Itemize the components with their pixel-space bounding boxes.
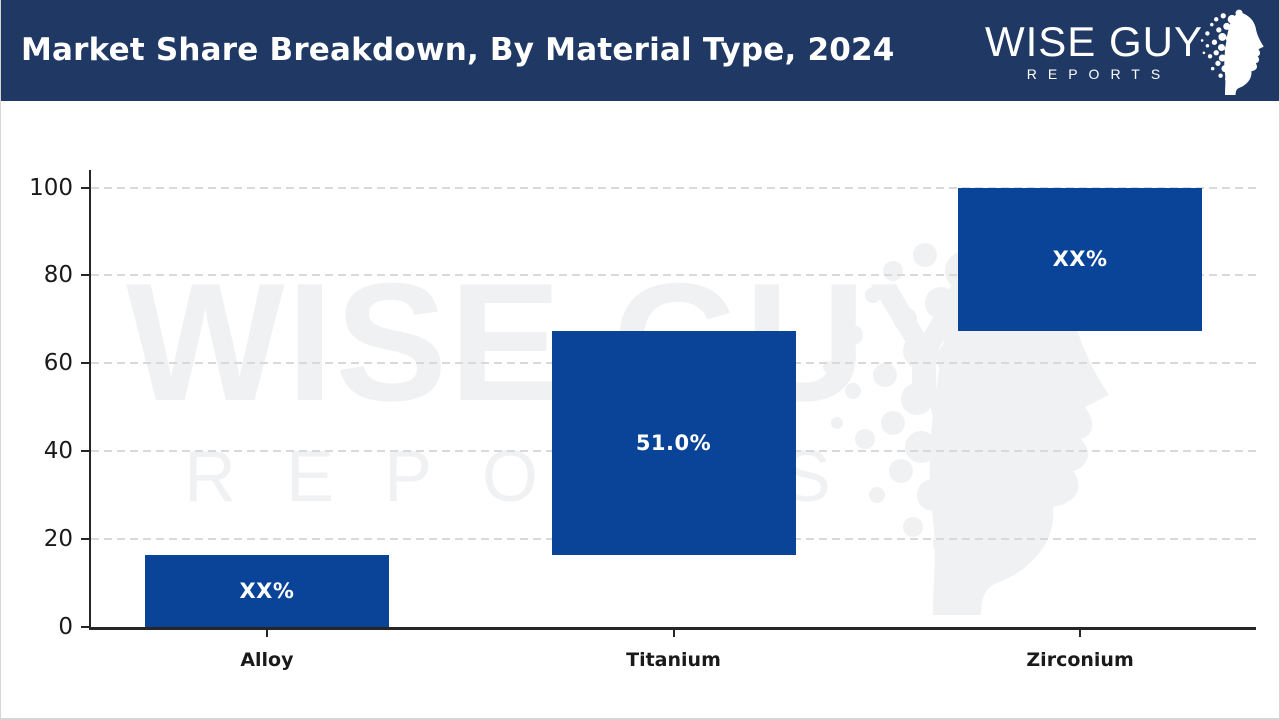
dot-face-icon — [1181, 7, 1269, 95]
x-axis-tick — [1079, 630, 1082, 637]
bar-titanium: 51.0% — [551, 330, 796, 555]
logo-subtext: REPORTS — [1026, 66, 1172, 83]
bar-alloy: XX% — [144, 554, 389, 627]
y-axis-tick — [81, 186, 90, 189]
header: Market Share Breakdown, By Material Type… — [1, 0, 1279, 101]
y-axis-tick — [81, 626, 90, 628]
x-axis-tick — [672, 630, 675, 637]
bar-value-label: XX% — [1052, 247, 1108, 272]
y-axis-tick-label: 0 — [58, 614, 73, 640]
bar-zirconium: XX% — [958, 187, 1203, 331]
chart-title: Market Share Breakdown, By Material Type… — [21, 32, 895, 68]
y-axis-tick — [81, 274, 90, 277]
y-axis-tick-label: 80 — [43, 262, 73, 289]
y-axis-tick-label: 60 — [43, 350, 73, 377]
x-axis-category-label: Alloy — [240, 649, 294, 671]
wise-guy-reports-logo: WISE GUY REPORTS — [985, 6, 1269, 96]
y-axis-tick-label: 20 — [43, 526, 73, 553]
y-axis-tick — [81, 450, 90, 453]
y-axis-tick — [81, 362, 90, 365]
x-axis-category-label: Zirconium — [1026, 649, 1134, 671]
logo-wordmark: WISE GUY — [984, 17, 1203, 65]
bar-value-label: 51.0% — [635, 430, 712, 455]
gridline — [91, 186, 1256, 189]
y-axis-tick-label: 100 — [29, 174, 73, 201]
x-axis-tick — [265, 630, 268, 637]
gridline — [91, 274, 1256, 277]
x-axis-category-label: Titanium — [626, 649, 721, 671]
plot-area: 0 20 40 60 80 100 XX% Alloy 51.0% Titanium XX% Zirc… — [29, 170, 1256, 671]
logo-text: WISE GUY REPORTS — [984, 17, 1203, 83]
bar-value-label: XX% — [239, 578, 295, 603]
y-axis-tick — [81, 538, 90, 541]
y-axis-tick-label: 40 — [43, 438, 73, 465]
